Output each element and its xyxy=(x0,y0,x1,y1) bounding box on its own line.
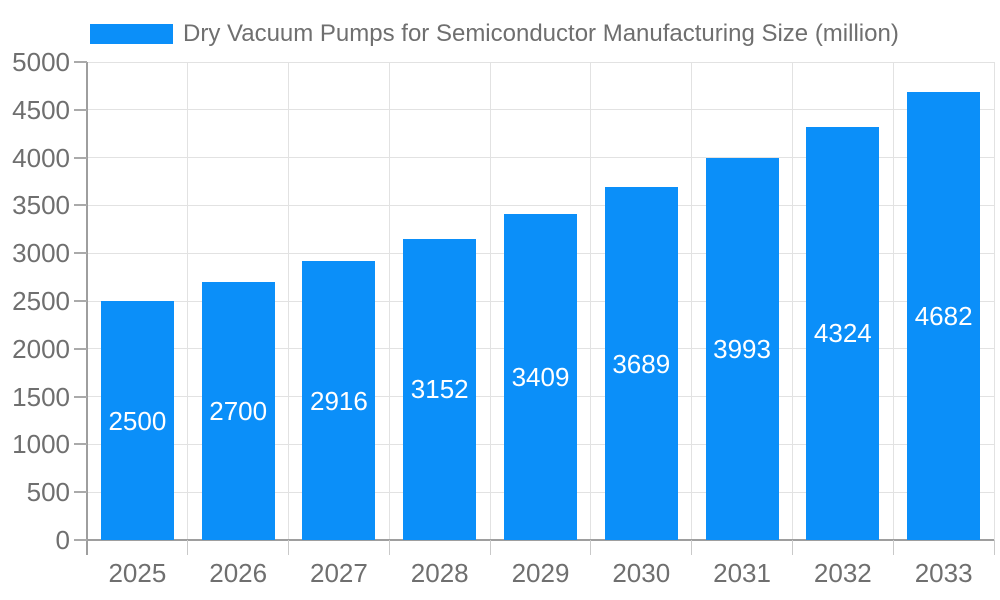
y-tick xyxy=(74,443,87,446)
v-gridline xyxy=(993,62,995,540)
v-gridline xyxy=(489,62,491,540)
v-gridline xyxy=(791,62,793,540)
v-gridline xyxy=(288,62,290,540)
bar[interactable] xyxy=(604,187,678,540)
y-tick xyxy=(74,539,87,541)
bar[interactable] xyxy=(201,281,275,540)
x-tick xyxy=(388,540,390,555)
v-gridline xyxy=(388,62,390,540)
x-tick xyxy=(489,540,491,555)
y-tick-label: 0 xyxy=(55,525,70,555)
y-tick xyxy=(74,204,87,207)
y-tick xyxy=(74,61,87,63)
y-tick-label: 2500 xyxy=(12,286,70,316)
bar[interactable] xyxy=(504,214,577,540)
bar[interactable] xyxy=(100,301,174,540)
y-axis-line xyxy=(86,62,88,555)
x-tick xyxy=(791,540,793,555)
x-tick xyxy=(187,540,189,555)
y-tick xyxy=(74,347,87,350)
x-tick-label: 2026 xyxy=(209,558,268,588)
legend-label: Dry Vacuum Pumps for Semiconductor Manuf… xyxy=(183,20,899,47)
v-gridline xyxy=(187,62,189,540)
v-gridline xyxy=(590,62,592,540)
y-tick xyxy=(74,156,87,159)
x-tick-label: 2031 xyxy=(713,558,771,588)
h-gridline xyxy=(87,61,994,63)
y-tick-label: 3500 xyxy=(12,190,70,221)
y-tick-label: 3000 xyxy=(12,238,70,269)
y-tick xyxy=(74,108,87,111)
x-tick-label: 2025 xyxy=(108,558,167,588)
x-tick-label: 2032 xyxy=(813,558,872,588)
v-gridline xyxy=(691,62,693,540)
h-gridline xyxy=(87,157,994,159)
y-tick xyxy=(74,395,87,398)
x-tick xyxy=(691,540,693,555)
legend-item[interactable]: Dry Vacuum Pumps for Semiconductor Manuf… xyxy=(90,21,899,47)
x-tick xyxy=(590,540,592,555)
x-tick-label: 2033 xyxy=(914,558,973,588)
x-tick xyxy=(993,540,995,555)
y-tick-label: 500 xyxy=(26,477,70,508)
h-gridline xyxy=(87,109,994,111)
x-axis-line xyxy=(86,539,994,541)
bar[interactable] xyxy=(403,238,477,540)
v-gridline xyxy=(892,62,894,540)
x-tick-label: 2030 xyxy=(612,558,671,588)
bar[interactable] xyxy=(907,92,981,540)
y-tick-label: 2000 xyxy=(12,333,70,364)
y-tick-label: 5000 xyxy=(12,47,70,77)
y-tick-label: 4500 xyxy=(12,94,70,125)
y-tick-label: 1500 xyxy=(12,381,70,412)
y-tick xyxy=(74,252,87,255)
y-tick-label: 1000 xyxy=(12,429,70,460)
x-tick-label: 2028 xyxy=(410,558,469,588)
x-tick-label: 2029 xyxy=(511,558,570,588)
bar[interactable] xyxy=(302,261,376,540)
legend-swatch xyxy=(90,24,173,44)
x-tick-label: 2027 xyxy=(310,558,368,588)
y-tick xyxy=(74,300,87,302)
h-gridline xyxy=(87,204,994,206)
y-tick xyxy=(74,491,87,494)
y-tick-label: 4000 xyxy=(12,142,70,173)
x-tick xyxy=(288,540,290,555)
bar[interactable] xyxy=(806,126,880,540)
bar[interactable] xyxy=(705,158,779,540)
x-tick xyxy=(892,540,894,555)
